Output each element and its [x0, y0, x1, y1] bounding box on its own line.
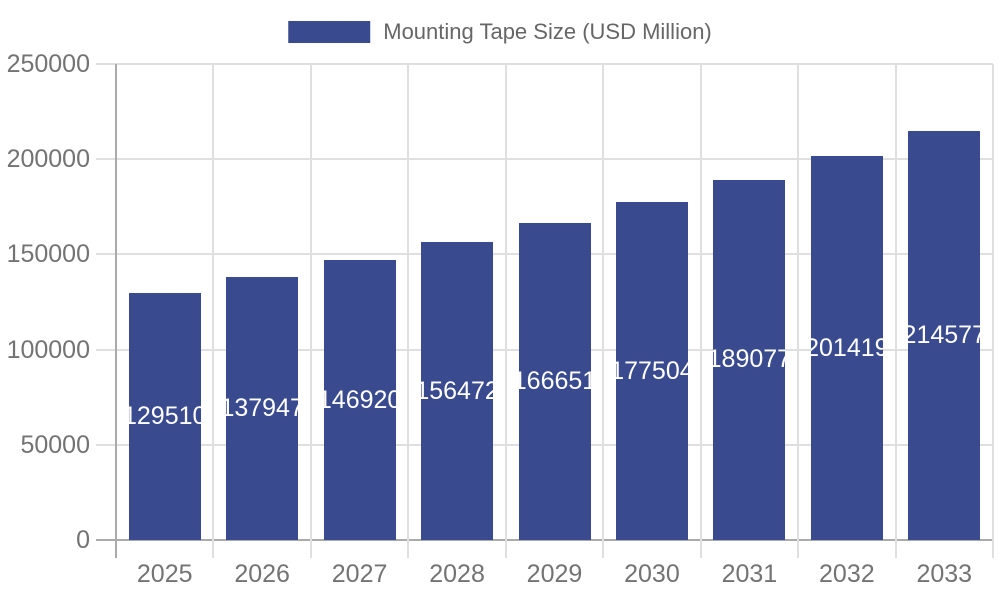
gridline-vertical	[504, 64, 507, 540]
y-axis-tick-label: 0	[76, 526, 90, 554]
y-axis-tick-label: 250000	[6, 50, 90, 78]
x-axis-tick-label: 2031	[721, 560, 778, 588]
y-axis-tick-label: 150000	[6, 240, 90, 269]
y-axis-tick-label: 50000	[20, 430, 90, 459]
x-axis-tick-label: 2032	[819, 560, 875, 588]
gridline-vertical	[309, 64, 312, 540]
x-axis-tick-label: 2025	[136, 560, 193, 588]
x-tick-mark	[407, 540, 410, 558]
x-tick-mark	[115, 540, 117, 558]
legend-item[interactable]: Mounting Tape Size (USD Million)	[288, 20, 712, 44]
y-tick-mark	[96, 348, 116, 351]
bar-value-label: 201419	[810, 333, 883, 362]
x-tick-mark	[504, 540, 507, 558]
bar-value-label: 166651	[518, 366, 591, 395]
legend-swatch	[288, 21, 371, 43]
x-axis-tick-label: 2026	[234, 560, 290, 588]
x-tick-mark	[797, 540, 800, 558]
bar-2030[interactable]: 177504	[615, 202, 688, 540]
gridline-horizontal	[116, 63, 993, 65]
x-axis-tick-label: 2028	[429, 560, 485, 588]
x-axis-tick-label: 2029	[526, 560, 583, 588]
y-axis-tick-label: 200000	[6, 145, 90, 174]
bar-value-label: 137947	[226, 394, 299, 423]
y-tick-mark	[96, 443, 116, 446]
x-tick-mark	[992, 540, 994, 558]
bar-value-label: 177504	[615, 356, 688, 385]
gridline-vertical	[602, 64, 605, 540]
gridline-vertical	[407, 64, 410, 540]
x-tick-mark	[894, 540, 897, 558]
x-tick-mark	[699, 540, 702, 558]
legend-label: Mounting Tape Size (USD Million)	[383, 19, 712, 44]
y-tick-mark	[96, 539, 116, 541]
gridline-vertical	[992, 64, 994, 540]
y-tick-mark	[96, 158, 116, 161]
bar-2029[interactable]: 166651	[518, 222, 591, 540]
y-axis-line	[115, 64, 117, 540]
bar-2033[interactable]: 214577	[908, 131, 981, 540]
y-tick-mark	[96, 63, 116, 65]
gridline-vertical	[797, 64, 800, 540]
x-axis-line	[116, 539, 993, 541]
bar-2028[interactable]: 156472	[421, 242, 494, 540]
x-axis-tick-label: 2033	[916, 560, 973, 588]
bar-value-label: 156472	[421, 376, 494, 405]
gridline-vertical	[699, 64, 702, 540]
bar-2027[interactable]: 146920	[323, 260, 396, 540]
x-tick-mark	[602, 540, 605, 558]
y-axis-tick-label: 100000	[6, 335, 90, 364]
x-axis-tick-label: 2027	[331, 560, 388, 588]
y-tick-mark	[96, 253, 116, 256]
x-axis-tick-label: 2030	[624, 560, 680, 588]
bar-2031[interactable]: 189077	[713, 179, 786, 540]
bar-2026[interactable]: 137947	[226, 277, 299, 540]
gridline-vertical	[894, 64, 897, 540]
bar-2025[interactable]: 129510	[128, 293, 201, 540]
bar-value-label: 146920	[323, 385, 396, 414]
bar-2032[interactable]: 201419	[810, 156, 883, 540]
x-tick-mark	[212, 540, 215, 558]
bar-value-label: 214577	[908, 321, 981, 350]
gridline-vertical	[212, 64, 215, 540]
bar-value-label: 189077	[713, 345, 786, 374]
bar-value-label: 129510	[128, 402, 201, 431]
x-tick-mark	[309, 540, 312, 558]
gridline-horizontal	[116, 158, 993, 161]
